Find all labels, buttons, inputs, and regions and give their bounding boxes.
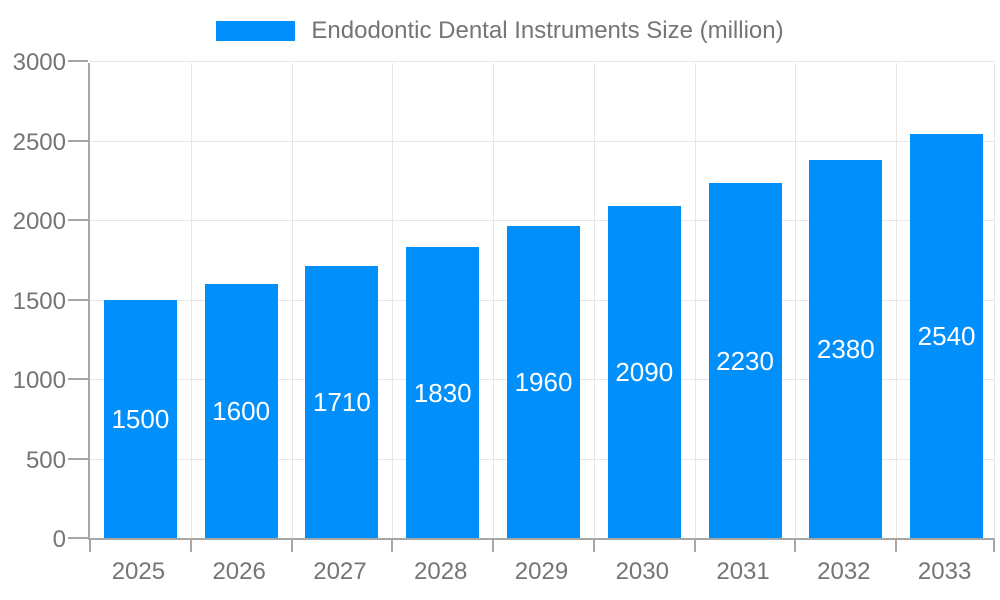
gridline-vertical	[694, 63, 696, 538]
bar[interactable]	[809, 159, 883, 538]
y-axis-tick	[68, 378, 88, 380]
gridline-vertical	[493, 63, 495, 538]
bar[interactable]	[708, 183, 782, 538]
gridline-horizontal	[90, 140, 995, 142]
gridline-vertical	[593, 63, 595, 538]
legend-swatch-icon	[216, 21, 296, 41]
y-axis-tick	[68, 298, 88, 301]
bar[interactable]	[103, 299, 177, 538]
x-axis-tick-label: 2025	[111, 558, 166, 585]
x-axis-tick-label: 2026	[212, 558, 266, 585]
y-axis-tick-label: 0	[52, 526, 66, 553]
x-axis-tick	[993, 540, 995, 552]
x-axis-tick-label: 2028	[414, 558, 468, 585]
y-axis-tick	[68, 537, 88, 539]
gridline-vertical	[291, 63, 293, 538]
x-axis-tick-label: 2030	[615, 558, 669, 585]
x-axis-tick	[492, 540, 495, 552]
x-axis-tick	[189, 540, 192, 552]
bar[interactable]	[406, 247, 480, 538]
chart-legend[interactable]: Endodontic Dental Instruments Size (mill…	[0, 16, 1000, 46]
x-axis-tick-label: 2031	[716, 558, 770, 585]
y-axis-tick	[68, 60, 88, 62]
y-axis-tick	[68, 219, 88, 221]
y-axis-tick	[68, 457, 88, 460]
bar[interactable]	[607, 205, 681, 538]
gridline-horizontal	[90, 220, 995, 221]
x-axis-tick-label: 2033	[917, 558, 972, 585]
gridline-vertical	[994, 63, 995, 538]
x-axis-tick-label: 2032	[817, 558, 871, 585]
x-axis-tick	[895, 540, 898, 552]
bar[interactable]	[204, 283, 278, 538]
plot-area: 1500 1600 1710 1830 1960 2090 2230 2380 2540	[68, 60, 995, 552]
gridline-vertical	[896, 63, 898, 538]
y-axis-tick-label: 500	[25, 446, 66, 474]
x-axis-tick	[89, 540, 91, 552]
bar[interactable]	[507, 226, 580, 538]
x-axis-tick	[794, 540, 797, 552]
gridline-vertical	[795, 63, 797, 538]
x-axis-tick	[290, 540, 293, 552]
gridline-vertical	[190, 63, 192, 538]
y-axis-tick-label: 1500	[12, 287, 66, 315]
x-axis-tick-label: 2027	[313, 558, 367, 585]
gridline-vertical	[392, 63, 394, 538]
y-axis-tick-label: 2000	[12, 208, 66, 235]
legend-label: Endodontic Dental Instruments Size (mill…	[311, 17, 784, 44]
y-axis-tick	[68, 139, 88, 142]
x-axis-tick	[693, 540, 696, 552]
y-axis-tick-label: 3000	[12, 49, 66, 76]
bar[interactable]	[305, 266, 379, 538]
gridline-horizontal	[90, 61, 995, 62]
x-axis-tick	[592, 540, 595, 552]
x-axis-tick	[391, 540, 394, 552]
x-axis-tick-label: 2029	[514, 558, 569, 585]
y-axis-tick-label: 2500	[12, 128, 66, 156]
bar[interactable]	[910, 134, 984, 538]
y-axis-tick-label: 1000	[12, 367, 66, 394]
